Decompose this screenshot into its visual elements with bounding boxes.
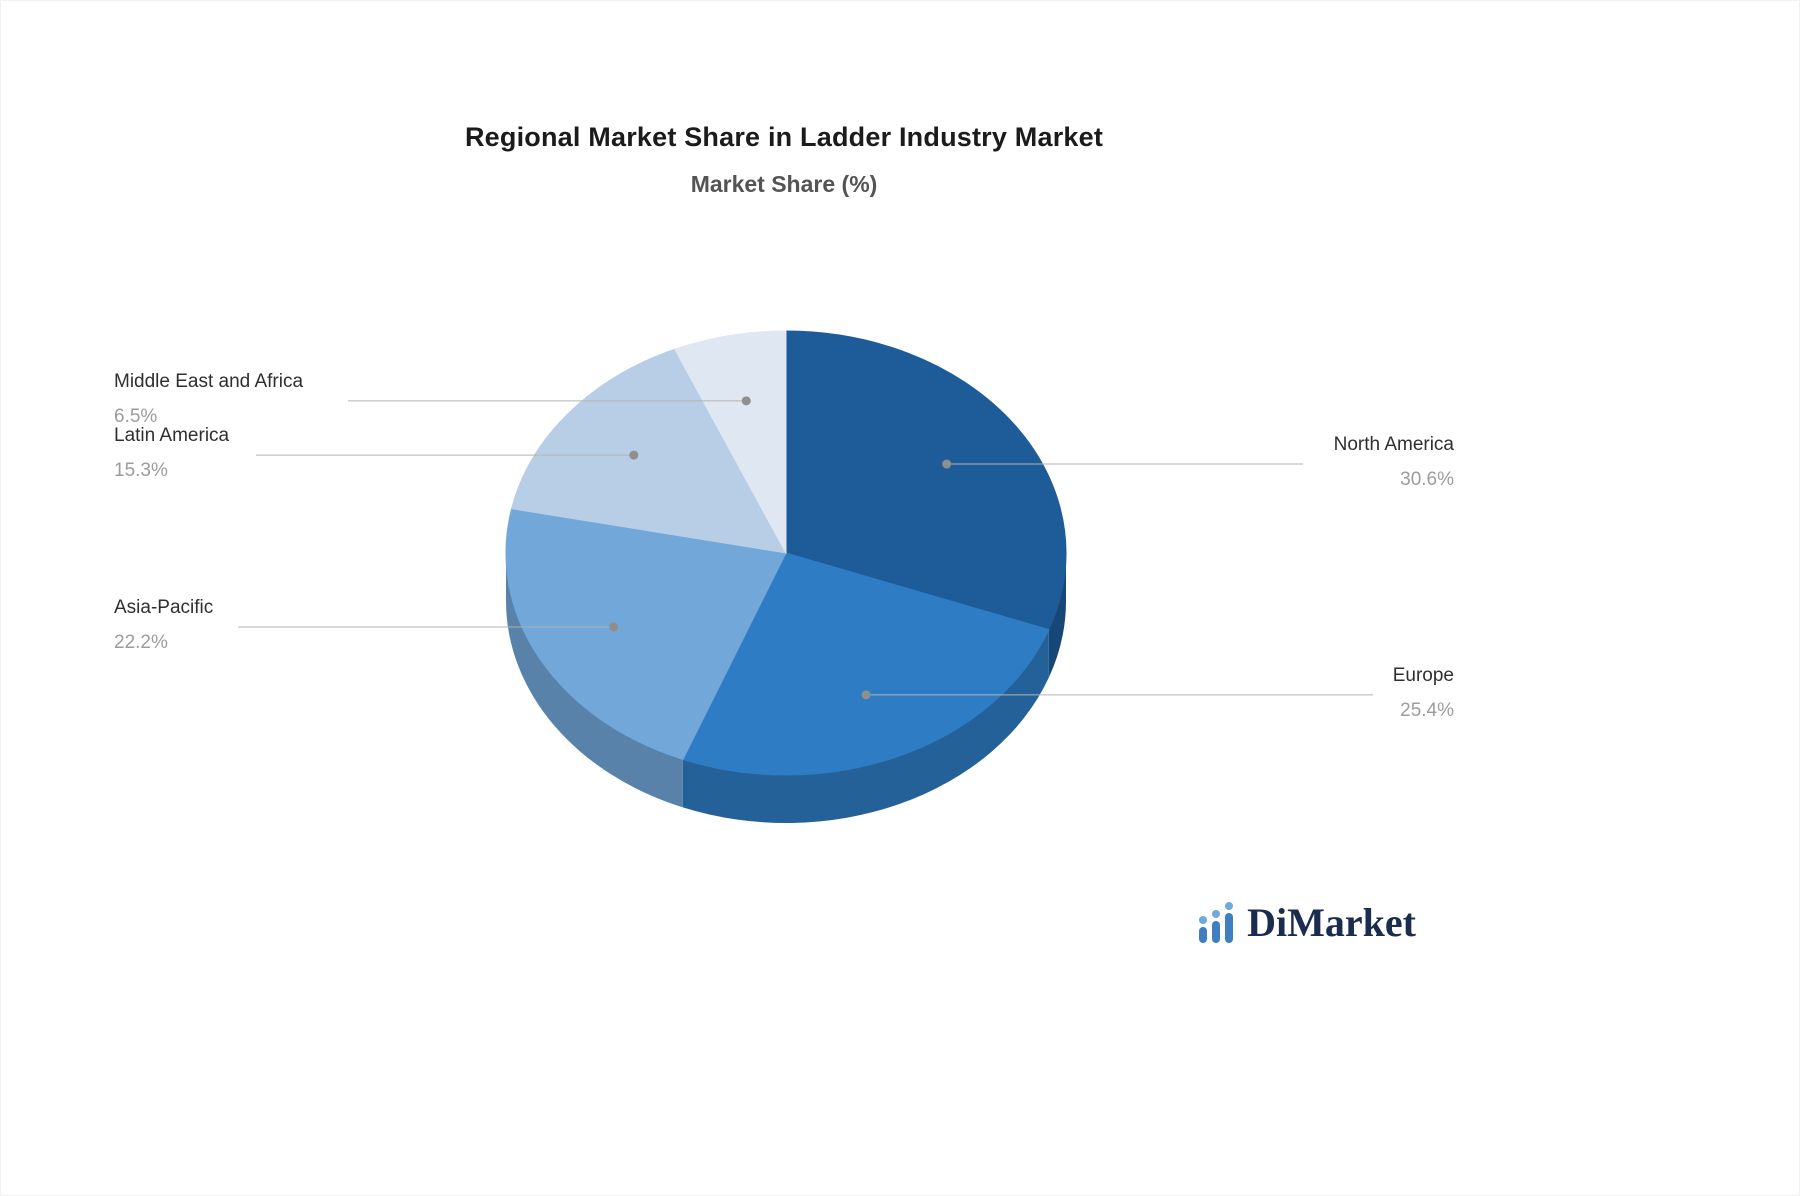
pie-slice-europe[interactable] [682, 552, 1050, 776]
slice-label-name: Asia-Pacific [114, 597, 214, 618]
bar-chart-icon [1199, 902, 1234, 943]
slice-label-name: Latin America [114, 425, 230, 447]
pie-side-north-america [1048, 553, 1066, 678]
slice-label-value: 30.6% [1400, 469, 1454, 491]
leader-dot-north-america [942, 459, 952, 469]
slice-label-europe: Europe 25.4% [1393, 664, 1454, 723]
slice-label-name: Middle East and Africa [114, 370, 304, 392]
pie-slice-north-america[interactable] [785, 330, 1067, 631]
chart-title: Regional Market Share in Ladder Industry… [464, 122, 1104, 152]
pie-slice-latin-america[interactable] [511, 348, 787, 554]
slice-label-north-america: North America 30.6% [1334, 433, 1454, 492]
slice-label-value: 15.3% [114, 460, 168, 482]
chart-subtitle: Market Share (%) [690, 171, 878, 197]
slice-label-middle-east-and-africa: Middle East and Africa 6.5% [114, 370, 303, 429]
leader-dot-asia-pacific [609, 622, 619, 632]
slice-label-name: North America [1333, 434, 1454, 456]
pie-side-europe [682, 629, 1049, 824]
leader-dot-middle-east-and-africa [741, 396, 751, 406]
slice-label-name: Europe [1392, 664, 1454, 686]
slice-label-value: 22.2% [114, 632, 168, 653]
logo-text: DiMarket [1247, 900, 1416, 945]
pie-side-asia-pacific [506, 553, 683, 808]
slice-label-latin-america: Latin America 15.3% [114, 424, 229, 483]
slice-label-value: 25.4% [1400, 699, 1454, 721]
leader-dot-latin-america [629, 450, 639, 460]
leader-dot-europe [861, 690, 871, 700]
pie-slice-middle-east-and-africa[interactable] [674, 330, 787, 554]
slice-label-value: 6.5% [114, 405, 158, 427]
dimarket-logo: DiMarket [1198, 901, 1416, 945]
pie-slice-asia-pacific[interactable] [505, 508, 787, 761]
slice-label-asia-pacific: Asia-Pacific 22.2% [114, 596, 213, 655]
